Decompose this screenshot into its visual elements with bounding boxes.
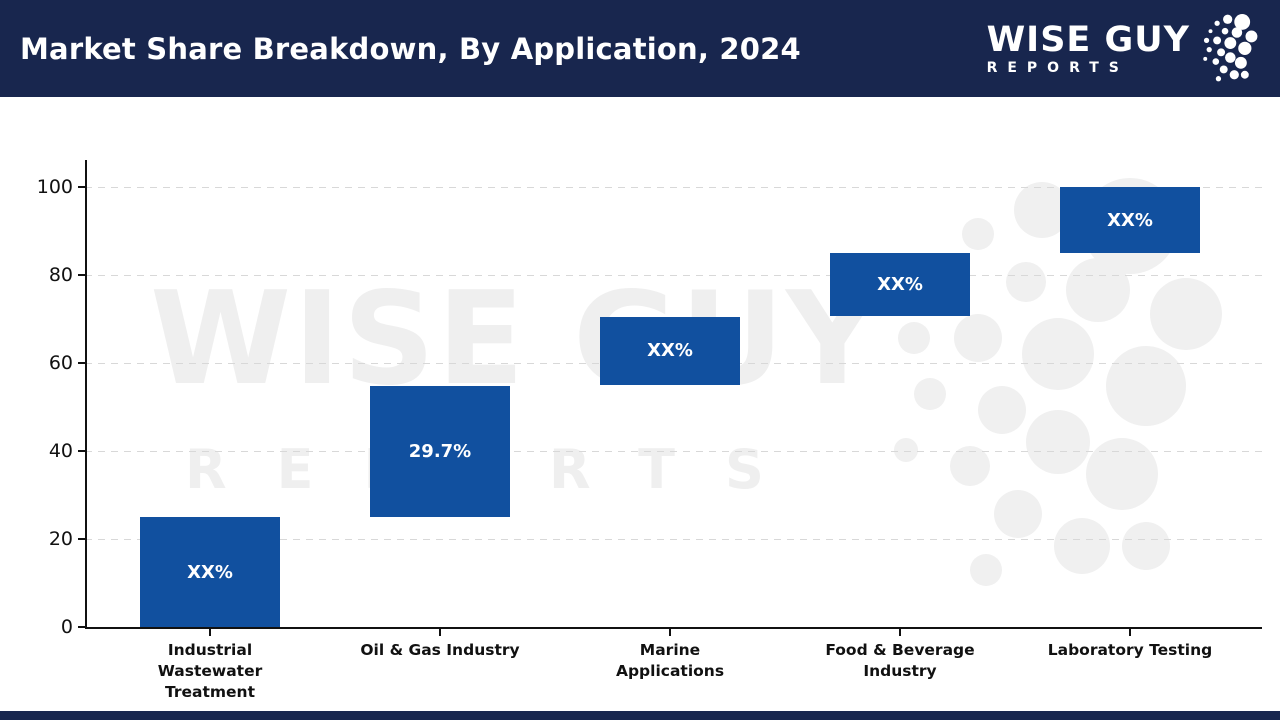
x-tick-mark: [669, 629, 671, 636]
footer-bar: [0, 711, 1280, 720]
y-axis-line: [85, 160, 87, 629]
header-bar: Market Share Breakdown, By Application, …: [0, 0, 1280, 97]
brand-name: WISE GUY: [986, 19, 1190, 60]
y-tick-mark: [78, 538, 85, 540]
x-axis-line: [85, 627, 1262, 629]
bar: 29.7%: [370, 386, 510, 517]
bar: XX%: [830, 253, 970, 316]
brand-subtitle: REPORTS: [986, 59, 1129, 76]
bar: XX%: [1060, 187, 1200, 253]
gridline: [85, 451, 1262, 452]
x-tick-mark: [439, 629, 441, 636]
y-tick-label: 40: [48, 440, 73, 462]
x-category-label: Oil & Gas Industry: [360, 641, 520, 659]
gridline: [85, 275, 1262, 276]
bar-value-label: 29.7%: [408, 441, 472, 463]
y-tick-label: 100: [36, 176, 73, 198]
y-tick-mark: [78, 274, 85, 276]
y-tick-label: 0: [60, 616, 73, 638]
x-tick-mark: [899, 629, 901, 636]
x-category-label: Marine Applications: [615, 641, 725, 680]
brand-logo-text: WISE GUY REPORTS: [987, 22, 1190, 76]
y-tick-mark: [78, 626, 85, 628]
y-tick-label: 20: [48, 528, 73, 550]
y-tick-mark: [78, 362, 85, 364]
gridline: [85, 187, 1262, 188]
gridline: [85, 539, 1262, 540]
x-tick-mark: [1129, 629, 1131, 636]
bar: XX%: [140, 517, 280, 627]
x-category-label: Industrial Wastewater Treatment: [157, 641, 263, 701]
bar-value-label: XX%: [647, 340, 693, 362]
x-tick-mark: [209, 629, 211, 636]
y-tick-label: 80: [48, 264, 73, 286]
y-tick-mark: [78, 450, 85, 452]
y-tick-label: 60: [48, 352, 73, 374]
brand-logo: WISE GUY REPORTS: [987, 12, 1262, 86]
wise-guy-head-icon: [1196, 12, 1262, 86]
bar-value-label: XX%: [187, 561, 233, 583]
x-category-label: Food & Beverage Industry: [825, 641, 975, 680]
bar-value-label: XX%: [1107, 209, 1153, 231]
page-title: Market Share Breakdown, By Application, …: [20, 31, 801, 66]
bar-value-label: XX%: [877, 273, 923, 295]
bar: XX%: [600, 316, 740, 385]
y-tick-mark: [78, 186, 85, 188]
x-category-label: Laboratory Testing: [1047, 641, 1213, 659]
